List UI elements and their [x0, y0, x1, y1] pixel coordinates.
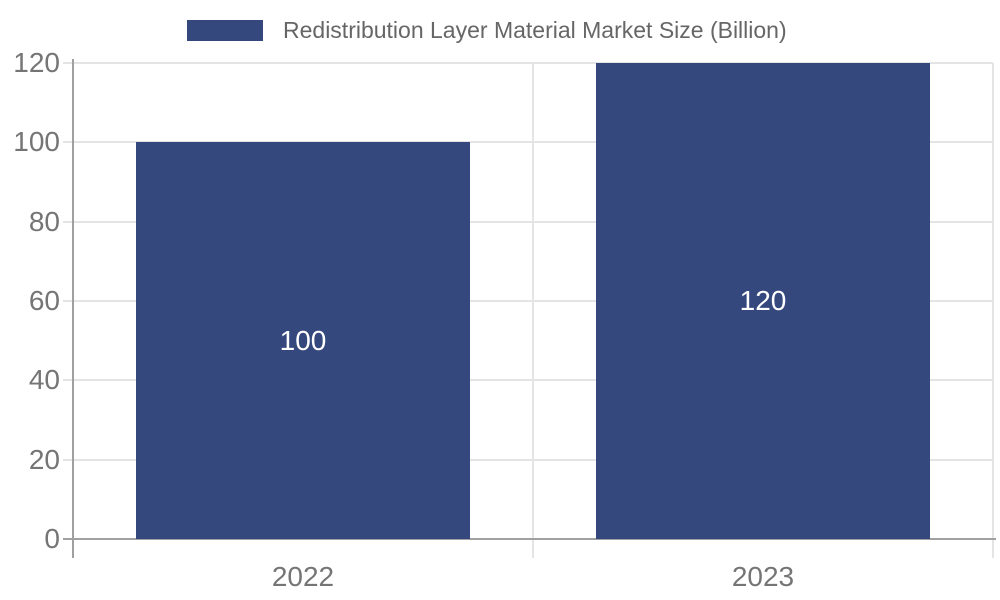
x-tick-label-2023: 2023: [731, 561, 795, 592]
x-axis-tick: [532, 539, 534, 558]
y-tick-label: 100: [13, 126, 60, 158]
x-tick-label-2022: 2022: [271, 561, 335, 592]
y-tick-label: 40: [28, 364, 60, 396]
y-axis-tick: [63, 458, 73, 461]
bar-2023[interactable]: [596, 63, 930, 539]
y-axis-tick: [63, 379, 73, 382]
y-axis-tick: [63, 538, 73, 540]
gridline-vertical: [992, 63, 994, 539]
y-tick-label: 80: [28, 205, 60, 237]
gridline-vertical: [532, 63, 534, 539]
y-tick-label: 60: [28, 285, 60, 316]
legend-series-label: Redistribution Layer Material Market Siz…: [283, 17, 787, 43]
chart-legend[interactable]: Redistribution Layer Material Market Siz…: [187, 16, 787, 44]
y-tick-label: 120: [13, 47, 60, 78]
y-axis-line: [72, 59, 74, 558]
y-axis-tick: [63, 220, 73, 223]
y-axis-tick: [63, 62, 73, 64]
bar-2022[interactable]: [136, 142, 470, 539]
y-tick-label: 0: [44, 523, 60, 554]
x-axis-line: [72, 538, 996, 540]
y-tick-label: 20: [28, 443, 60, 475]
x-axis-tick: [992, 539, 994, 558]
y-axis-tick: [63, 141, 73, 144]
y-axis-tick: [63, 300, 73, 302]
bar-value-label: 120: [739, 285, 787, 316]
bar-value-label: 100: [279, 324, 327, 356]
legend-swatch: [187, 19, 263, 41]
